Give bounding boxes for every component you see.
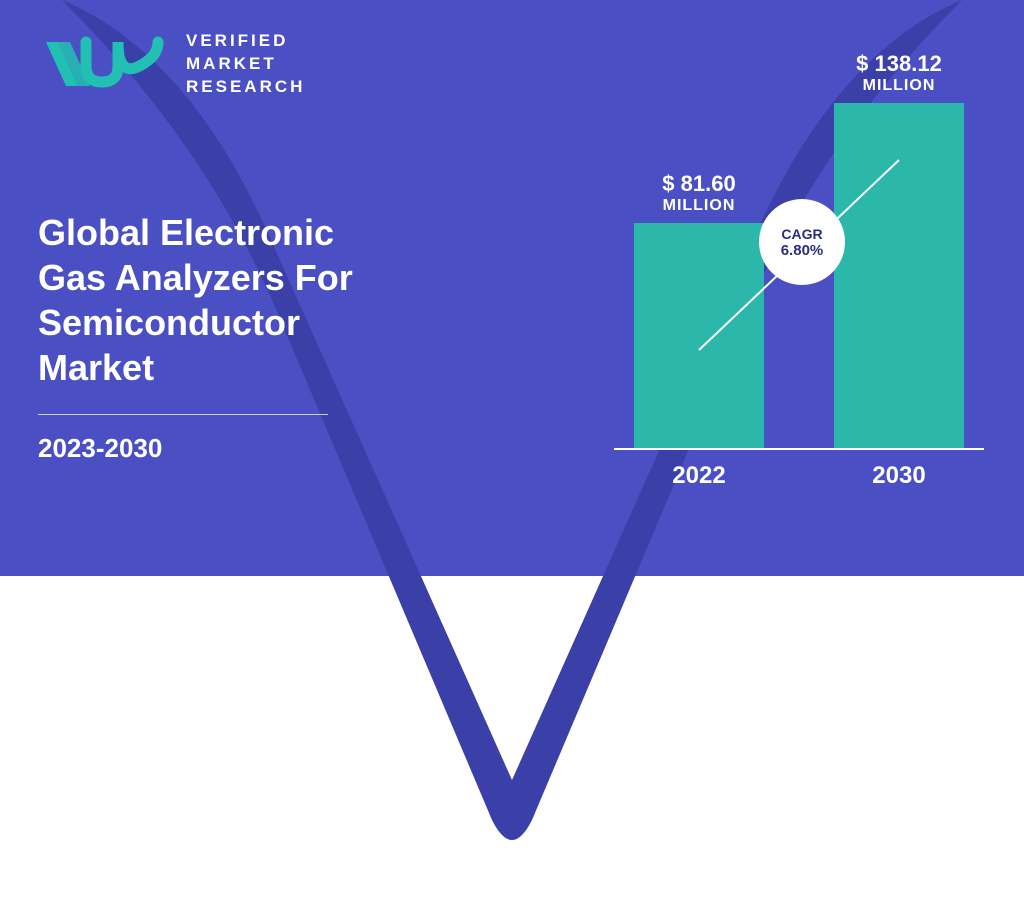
logo-line3: RESEARCH bbox=[186, 76, 305, 99]
logo-line2: MARKET bbox=[186, 53, 305, 76]
value-text: $ 81.60 bbox=[634, 171, 764, 197]
unit-text: MILLION bbox=[863, 77, 936, 94]
logo-line1: VERIFIED bbox=[186, 30, 305, 53]
cagr-label: CAGR bbox=[781, 226, 822, 242]
unit-text: MILLION bbox=[663, 197, 736, 214]
bar-year-label: 2030 bbox=[834, 462, 964, 490]
logo: VERIFIED MARKET RESEARCH bbox=[38, 30, 305, 99]
bar-value-label: $ 81.60 MILLION bbox=[634, 171, 764, 215]
bar-year-label: 2022 bbox=[634, 462, 764, 490]
cagr-value: 6.80% bbox=[781, 242, 824, 259]
bar-2022: $ 81.60 MILLION bbox=[634, 223, 764, 448]
title-block: Global Electronic Gas Analyzers For Semi… bbox=[38, 210, 398, 464]
value-text: $ 138.12 bbox=[834, 51, 964, 77]
bar-chart: $ 81.60 MILLION 2022 $ 138.12 MILLION 20… bbox=[554, 70, 984, 490]
bar-value-label: $ 138.12 MILLION bbox=[834, 51, 964, 95]
bar-2030: $ 138.12 MILLION bbox=[834, 103, 964, 448]
logo-mark-icon bbox=[38, 34, 168, 94]
forecast-period: 2023-2030 bbox=[38, 433, 398, 464]
logo-text: VERIFIED MARKET RESEARCH bbox=[186, 30, 305, 99]
page-title: Global Electronic Gas Analyzers For Semi… bbox=[38, 210, 398, 390]
x-axis bbox=[614, 448, 984, 450]
title-divider bbox=[38, 414, 328, 415]
cagr-badge: CAGR 6.80% bbox=[759, 199, 845, 285]
